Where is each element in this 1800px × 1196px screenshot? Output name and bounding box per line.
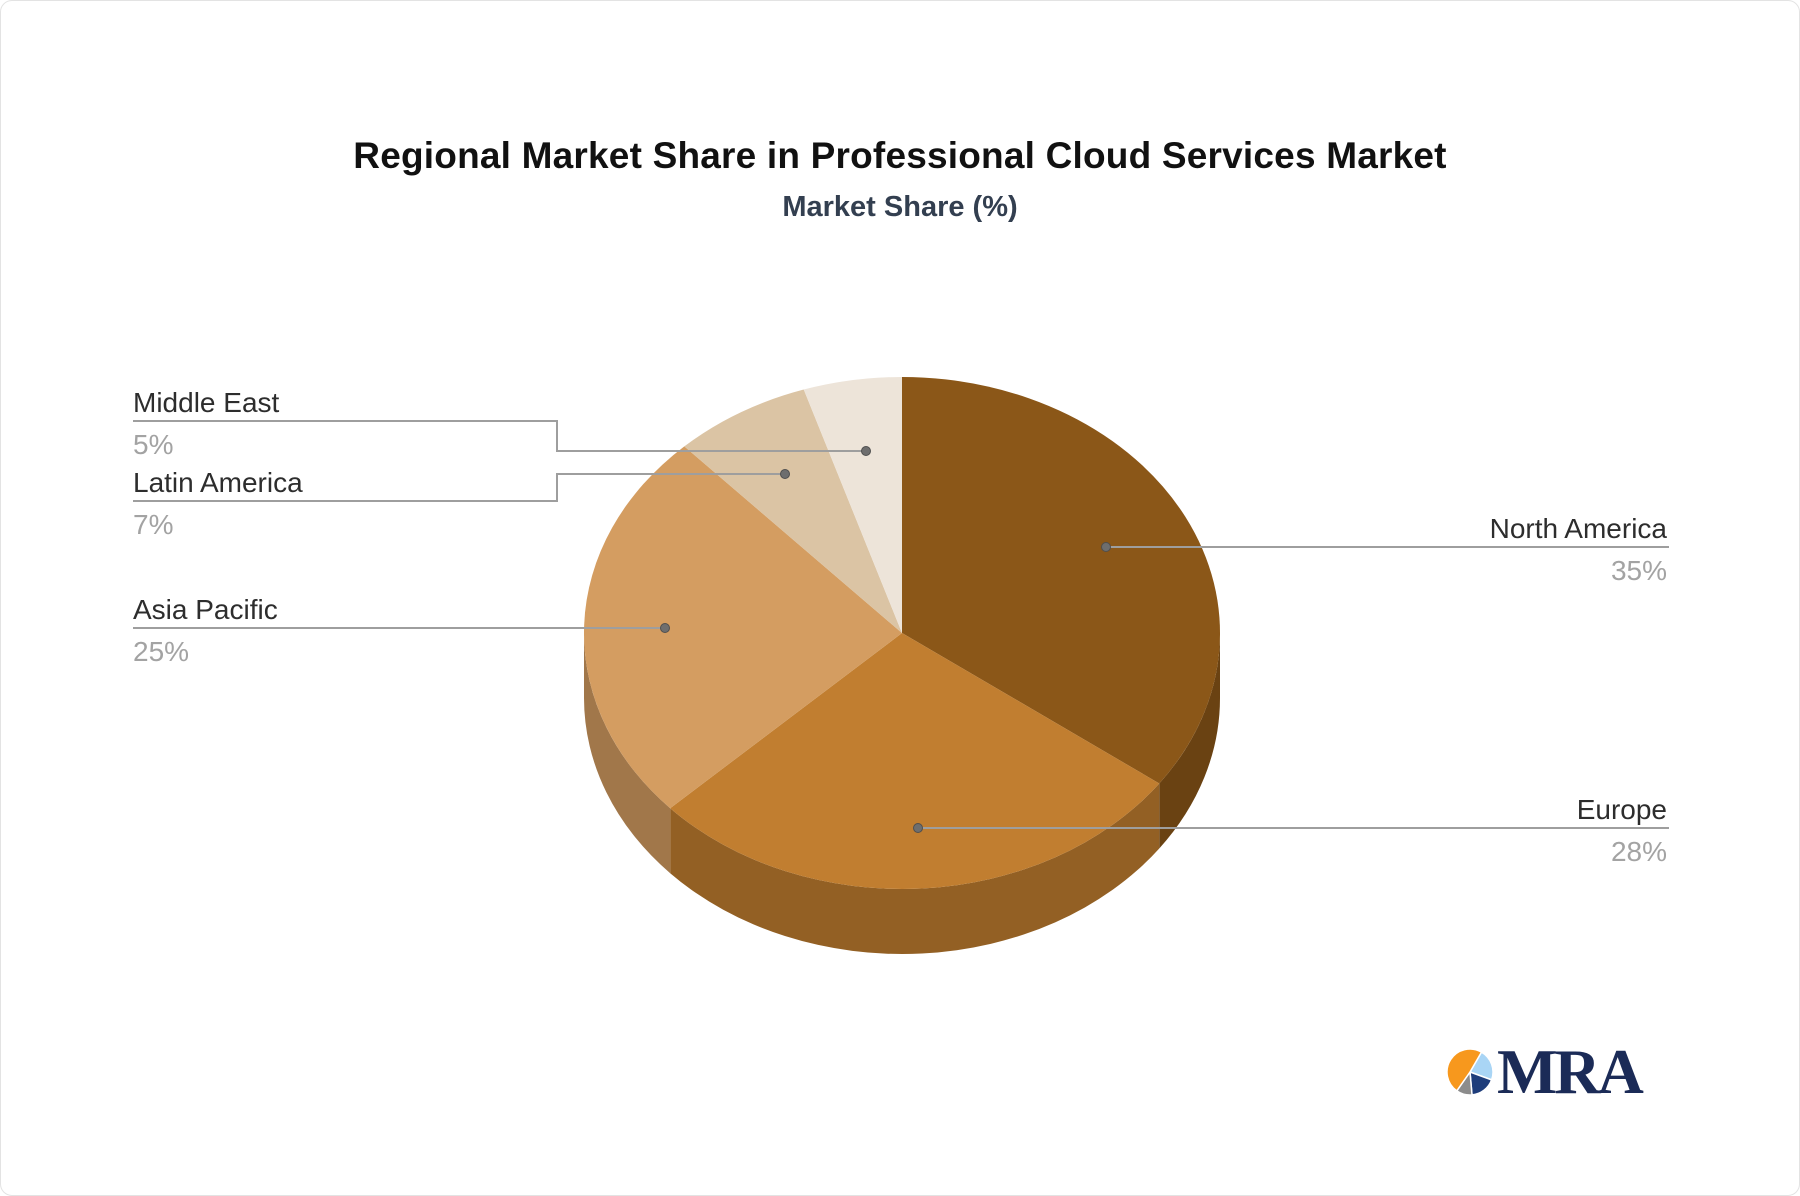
callout-lines — [133, 420, 1669, 829]
chart-subtitle: Market Share (%) — [782, 191, 1018, 223]
pie-slice-middle-east[interactable] — [803, 377, 902, 633]
callout-line-latin-america — [133, 473, 785, 502]
callout-dot-europe — [913, 823, 923, 833]
value-asia-pacific: 25% — [133, 636, 190, 667]
label-middle-east: Middle East — [133, 387, 280, 418]
pie-slice-side-europe — [670, 783, 1160, 955]
mra-logo-pie-icon — [1446, 1048, 1494, 1096]
pie-slice-europe[interactable] — [670, 633, 1160, 889]
value-middle-east: 5% — [133, 429, 174, 460]
value-europe: 28% — [1610, 836, 1667, 867]
pie-slice-north-america[interactable] — [902, 377, 1220, 784]
callout-dot-north-america — [1101, 542, 1111, 552]
callout-dots — [660, 446, 1111, 833]
callout-dot-middle-east — [861, 446, 871, 456]
label-asia-pacific: Asia Pacific — [133, 594, 278, 625]
pie-slice-asia-pacific[interactable] — [584, 446, 902, 809]
callout-dot-latin-america — [780, 469, 790, 479]
mra-logo-text: MRA — [1497, 1036, 1644, 1107]
pie-depth-sides — [584, 633, 1220, 955]
label-europe: Europe — [1576, 794, 1667, 825]
mra-logo-pie-segment — [1446, 1048, 1483, 1092]
callout-line-middle-east — [133, 420, 866, 452]
label-latin-america: Latin America — [133, 467, 303, 498]
pie-slice-side-north-america — [1159, 633, 1220, 849]
mra-logo: MRA — [1445, 1037, 1665, 1107]
pie-slice-side-asia-pacific — [584, 633, 671, 874]
value-latin-america: 7% — [133, 509, 174, 540]
pie-top-slices — [584, 377, 1220, 889]
value-north-america: 35% — [1610, 555, 1667, 586]
chart-title: Regional Market Share in Professional Cl… — [353, 135, 1447, 176]
label-north-america: North America — [1489, 513, 1667, 544]
callout-dot-asia-pacific — [660, 623, 670, 633]
